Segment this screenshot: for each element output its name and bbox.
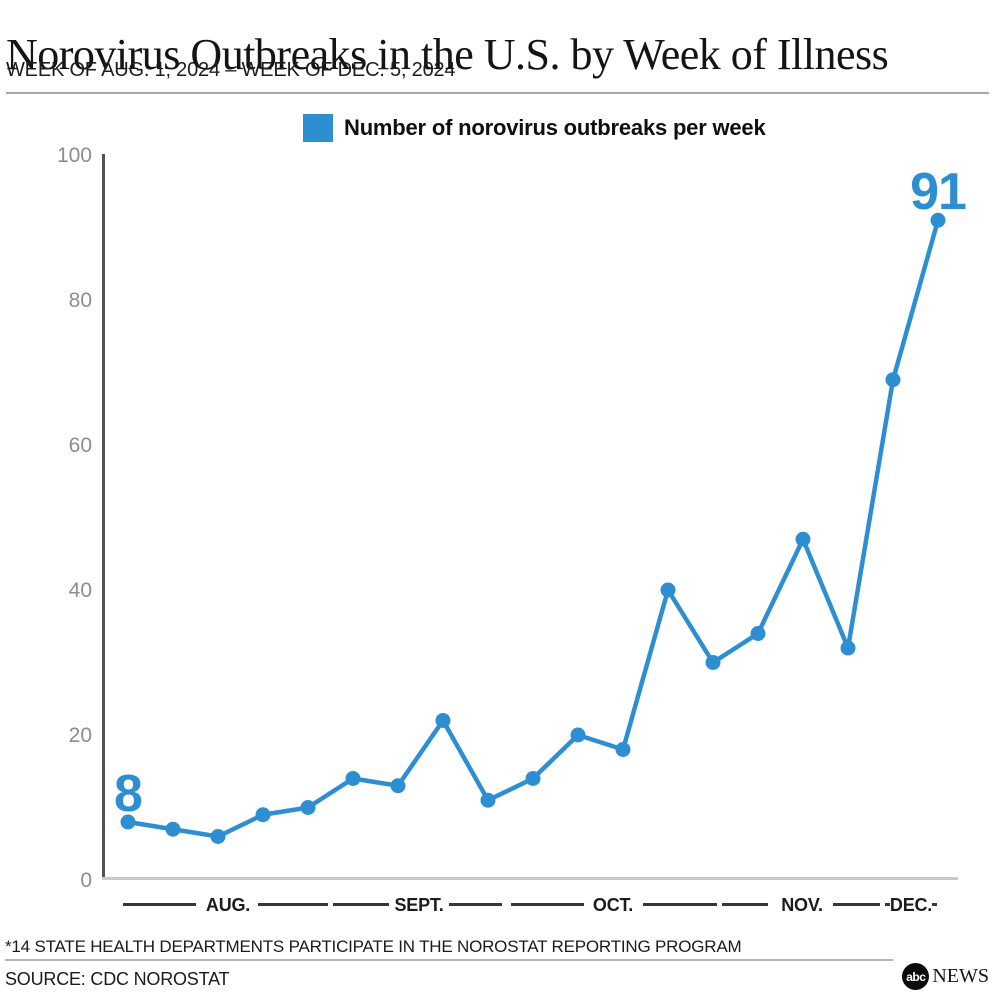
x-axis-month-label: NOV. <box>781 895 823 915</box>
legend-swatch-icon <box>303 114 333 142</box>
data-point <box>480 792 496 808</box>
legend-label: Number of norovirus outbreaks per week <box>344 115 766 140</box>
data-point <box>930 212 946 228</box>
data-point <box>750 626 766 641</box>
legend: Number of norovirus outbreaks per week <box>303 114 766 142</box>
data-point <box>255 807 271 823</box>
data-point <box>435 713 451 728</box>
y-tick-label: 100 <box>56 144 92 167</box>
page-title: Norovirus Outbreaks in the U.S. by Week … <box>6 30 889 80</box>
x-axis-month-label: DEC. <box>889 895 933 915</box>
abc-circle-icon: abc <box>902 963 930 990</box>
y-tick-label: 20 <box>68 724 92 747</box>
x-axis-dash <box>833 903 880 906</box>
x-axis-dash <box>643 903 717 906</box>
data-point <box>570 727 586 743</box>
y-tick-label: 0 <box>80 869 92 892</box>
data-point <box>300 800 316 815</box>
x-axis-dash <box>722 903 768 906</box>
data-point <box>210 829 226 844</box>
y-axis-line <box>102 154 105 880</box>
data-point <box>885 372 901 388</box>
data-point <box>345 771 361 786</box>
x-axis-month-label: SEPT. <box>394 895 444 915</box>
x-axis-dash <box>885 903 890 906</box>
abc-news-logo: abc NEWS <box>902 963 989 990</box>
x-axis-dash <box>123 903 196 906</box>
abc-news-wordmark: NEWS <box>932 965 989 987</box>
data-point <box>660 582 676 598</box>
y-tick-label: 40 <box>68 579 92 602</box>
data-point <box>120 814 136 830</box>
x-axis-month-label: OCT. <box>592 895 634 915</box>
data-point <box>165 821 181 837</box>
header-divider <box>6 92 989 94</box>
x-axis-line <box>102 877 958 880</box>
footer-divider <box>5 959 893 961</box>
data-point <box>615 742 631 757</box>
source-credit: SOURCE: CDC NOROSTAT <box>5 969 230 989</box>
x-axis-dash <box>333 903 389 906</box>
x-axis-dash <box>449 903 502 906</box>
point-value-label: 91 <box>910 163 967 222</box>
data-point <box>795 531 811 547</box>
footnote: *14 STATE HEALTH DEPARTMENTS PARTICIPATE… <box>5 937 742 956</box>
data-point <box>705 655 721 670</box>
x-axis-dash <box>258 903 328 906</box>
data-point <box>840 640 856 656</box>
y-tick-label: 60 <box>68 434 92 457</box>
x-axis-dash <box>511 903 584 906</box>
data-point <box>525 771 541 786</box>
data-point <box>390 778 406 794</box>
x-axis-month-label: AUG. <box>205 895 251 915</box>
page-subtitle: WEEK OF AUG. 1, 2024 – WEEK OF DEC. 5, 2… <box>6 59 456 81</box>
point-value-label: 8 <box>114 765 143 823</box>
x-axis-dash <box>932 903 937 906</box>
y-tick-label: 80 <box>68 289 92 312</box>
